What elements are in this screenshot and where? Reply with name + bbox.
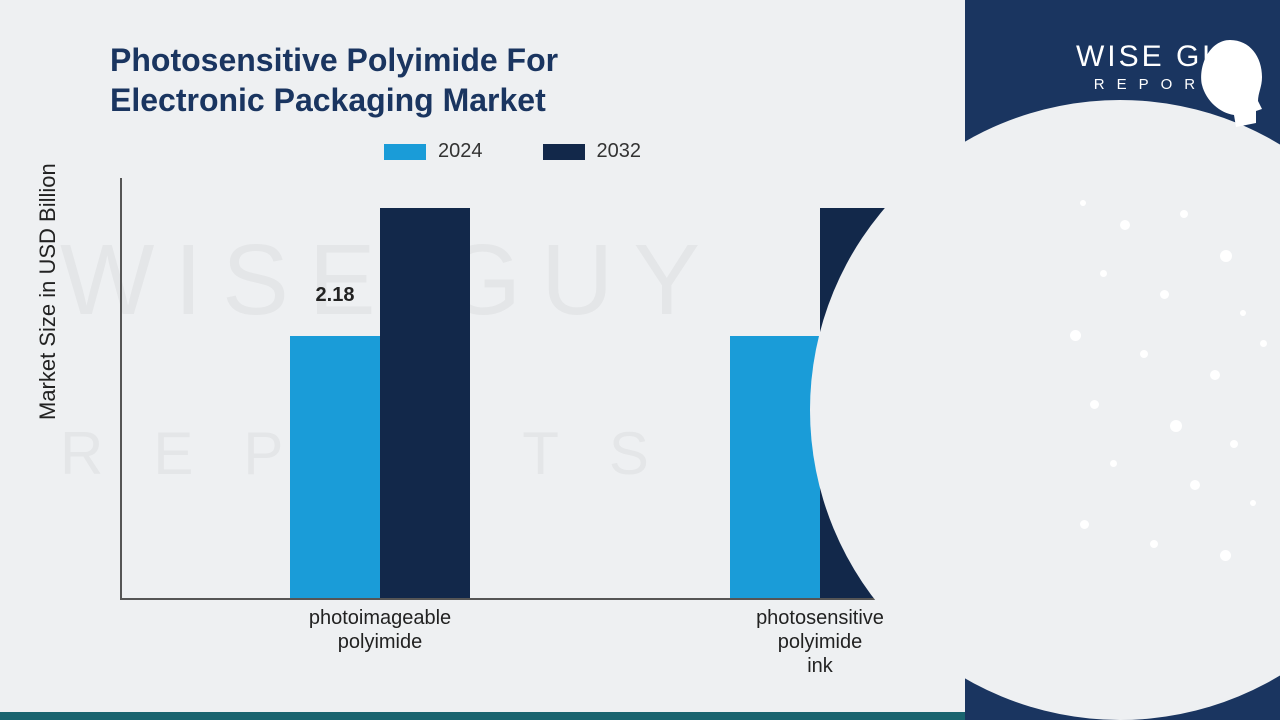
legend-item-2032: 2032 bbox=[543, 140, 642, 163]
chart-title: Photosensitive Polyimide For Electronic … bbox=[110, 40, 710, 120]
legend-swatch-2024 bbox=[384, 144, 426, 160]
brand-sub: REPORTS bbox=[1076, 76, 1250, 93]
legend-swatch-2032 bbox=[543, 144, 585, 160]
dots-decor bbox=[1040, 180, 1280, 580]
legend-label-2032: 2032 bbox=[597, 140, 642, 163]
footer-bar bbox=[0, 712, 965, 720]
legend-item-2024: 2024 bbox=[384, 140, 483, 163]
x-axis-line bbox=[120, 598, 940, 600]
category-label: photosensitivepolyimideink bbox=[756, 606, 884, 678]
category-label: photoimageablepolyimide bbox=[309, 606, 451, 654]
bar-value-label: 2.18 bbox=[316, 284, 355, 307]
legend: 2024 2032 bbox=[90, 140, 935, 163]
brand-logo: WISE GUY REPORTS bbox=[1076, 40, 1250, 93]
legend-label-2024: 2024 bbox=[438, 140, 483, 163]
brand-sidebar: WISE GUY REPORTS bbox=[965, 0, 1280, 720]
y-axis-label: Market Size in USD Billion bbox=[35, 163, 61, 420]
bar bbox=[380, 208, 470, 598]
brand-main: WISE GUY bbox=[1076, 40, 1250, 74]
bar bbox=[290, 336, 380, 598]
bar bbox=[730, 336, 820, 598]
